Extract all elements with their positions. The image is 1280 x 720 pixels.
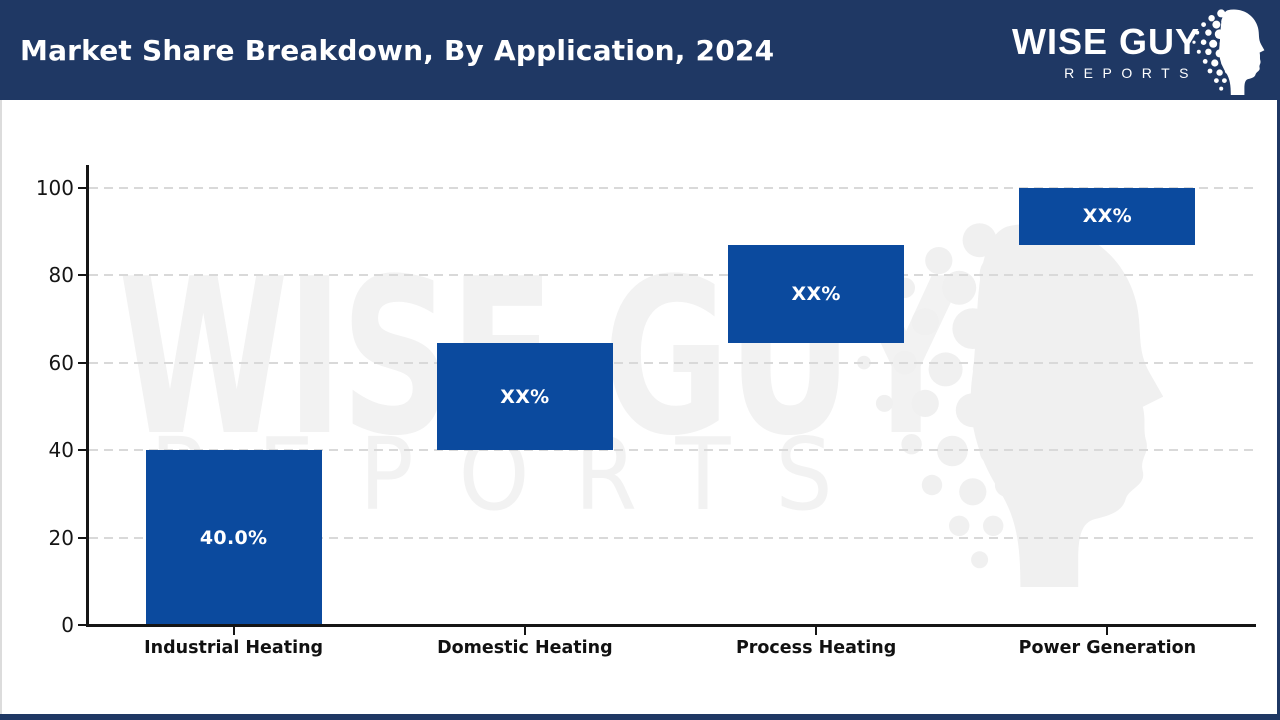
gridline [89, 536, 1253, 539]
x-tick-label: Process Heating [735, 638, 897, 658]
brand-subname: REPORTS [1064, 65, 1198, 81]
brand-text: WISE GUY REPORTS [1012, 21, 1200, 81]
left-border [0, 100, 2, 714]
x-tick [523, 627, 526, 635]
gridline [89, 274, 1253, 277]
gridline [89, 449, 1253, 452]
bar-process-heating: XX% [728, 244, 905, 344]
y-tick [78, 536, 87, 539]
footer-bar [0, 714, 1280, 720]
x-tick-label: Power Generation [1018, 638, 1197, 658]
y-tick [78, 187, 87, 189]
page-title: Market Share Breakdown, By Application, … [20, 33, 775, 67]
y-axis-spine [86, 165, 89, 626]
y-tick [78, 624, 87, 626]
bar-label: 40.0% [199, 526, 268, 549]
y-tick-label: 40 [48, 438, 74, 463]
right-border [1277, 0, 1280, 720]
x-axis-spine [86, 624, 1256, 627]
x-tick-label: Domestic Heating [437, 638, 613, 658]
x-tick-label: Industrial Heating [144, 638, 324, 658]
x-tick [232, 627, 235, 635]
y-tick-label: 100 [35, 176, 74, 200]
bar-domestic-heating: XX% [436, 343, 613, 451]
bar-label: XX% [500, 385, 550, 408]
bar-industrial-heating: 40.0% [145, 450, 322, 625]
gridline [89, 361, 1253, 364]
brand-name: WISE GUY [1011, 21, 1200, 62]
y-tick-label: 60 [48, 350, 74, 375]
brand-logo: WISE GUY REPORTS [1012, 6, 1266, 96]
y-tick [78, 449, 87, 452]
wiseguy-head-icon [1186, 7, 1266, 95]
y-tick-label: 0 [61, 613, 74, 637]
gridline [89, 187, 1253, 189]
bar-label: XX% [1082, 205, 1132, 228]
y-tick-label: 20 [48, 525, 74, 550]
y-tick [78, 274, 87, 277]
header-bar: Market Share Breakdown, By Application, … [0, 0, 1280, 100]
y-tick-label: 80 [48, 263, 74, 288]
x-tick [815, 627, 818, 635]
x-tick [1106, 627, 1109, 635]
bar-label: XX% [791, 282, 841, 305]
y-tick [78, 361, 87, 364]
bar-power-generation: XX% [1019, 188, 1196, 245]
